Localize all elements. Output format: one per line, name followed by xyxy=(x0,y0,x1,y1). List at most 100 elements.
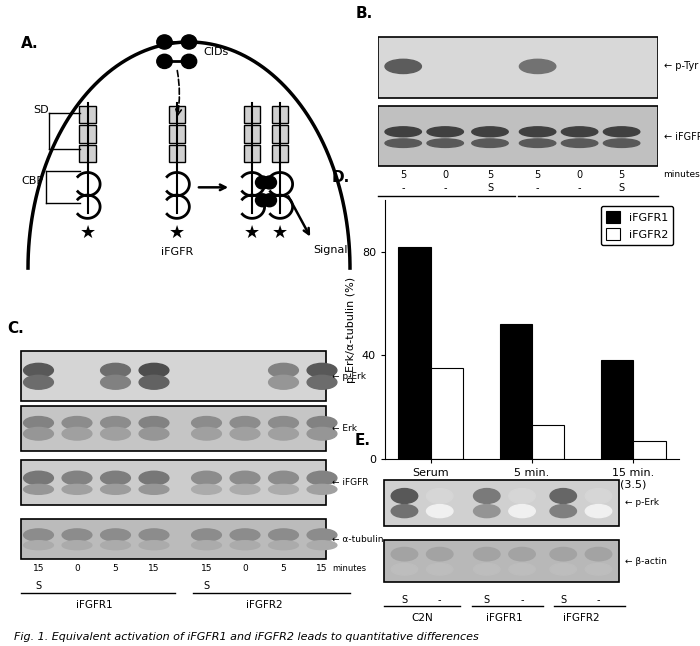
Ellipse shape xyxy=(192,484,221,494)
Bar xyxy=(378,106,658,166)
Circle shape xyxy=(262,176,276,189)
Ellipse shape xyxy=(550,547,577,561)
Ellipse shape xyxy=(24,375,53,390)
Text: ← β-actin: ← β-actin xyxy=(625,557,667,566)
Ellipse shape xyxy=(139,428,169,440)
Bar xyxy=(384,480,619,526)
Ellipse shape xyxy=(561,139,598,147)
Text: 5: 5 xyxy=(281,564,286,573)
Text: S: S xyxy=(36,581,41,591)
Ellipse shape xyxy=(24,417,53,429)
Ellipse shape xyxy=(139,529,169,541)
Ellipse shape xyxy=(426,505,453,517)
Ellipse shape xyxy=(192,428,221,440)
Text: CBP: CBP xyxy=(21,176,43,186)
Ellipse shape xyxy=(585,563,612,575)
Ellipse shape xyxy=(472,139,508,147)
Bar xyxy=(500,324,532,459)
Ellipse shape xyxy=(307,472,337,484)
Text: S: S xyxy=(560,595,566,605)
Text: 15: 15 xyxy=(201,564,212,573)
Ellipse shape xyxy=(509,505,536,517)
Ellipse shape xyxy=(519,59,556,74)
Ellipse shape xyxy=(550,505,577,517)
Text: ← iFGFR: ← iFGFR xyxy=(332,478,369,487)
Text: Fig. 1. Equivalent activation of iFGFR1 and iFGFR2 leads to quantitative differe: Fig. 1. Equivalent activation of iFGFR1 … xyxy=(14,632,479,642)
FancyBboxPatch shape xyxy=(80,106,95,123)
Ellipse shape xyxy=(269,428,298,440)
Ellipse shape xyxy=(427,127,463,137)
Bar xyxy=(384,540,619,582)
Ellipse shape xyxy=(269,541,298,550)
FancyBboxPatch shape xyxy=(244,125,260,143)
Text: minutes: minutes xyxy=(332,564,367,573)
Ellipse shape xyxy=(24,529,53,541)
Text: 5: 5 xyxy=(487,170,493,180)
Text: ★: ★ xyxy=(169,224,185,242)
Ellipse shape xyxy=(230,472,260,484)
Ellipse shape xyxy=(426,547,453,561)
Ellipse shape xyxy=(269,363,298,377)
Ellipse shape xyxy=(426,488,453,503)
Ellipse shape xyxy=(62,541,92,550)
Ellipse shape xyxy=(139,375,169,390)
Ellipse shape xyxy=(561,127,598,137)
Text: C2N: C2N xyxy=(411,614,433,623)
Ellipse shape xyxy=(24,428,53,440)
Text: -: - xyxy=(596,595,601,605)
Ellipse shape xyxy=(269,484,298,494)
Ellipse shape xyxy=(62,484,92,494)
Text: D.: D. xyxy=(332,170,350,185)
Ellipse shape xyxy=(472,127,508,137)
Ellipse shape xyxy=(585,488,612,503)
Text: iFGFR2: iFGFR2 xyxy=(246,600,283,610)
FancyBboxPatch shape xyxy=(272,125,288,143)
FancyBboxPatch shape xyxy=(169,145,185,162)
Ellipse shape xyxy=(603,127,640,137)
Bar xyxy=(532,425,564,459)
Circle shape xyxy=(256,176,270,189)
Bar xyxy=(21,406,326,451)
Bar xyxy=(430,368,463,459)
Text: ← p-Erk: ← p-Erk xyxy=(332,372,367,380)
Bar xyxy=(634,441,666,459)
FancyBboxPatch shape xyxy=(80,145,95,162)
Legend: iFGFR1, iFGFR2: iFGFR1, iFGFR2 xyxy=(601,206,673,245)
Ellipse shape xyxy=(509,563,536,575)
Bar xyxy=(601,360,634,459)
Ellipse shape xyxy=(585,505,612,517)
Ellipse shape xyxy=(230,541,260,550)
Text: 0: 0 xyxy=(74,564,80,573)
Ellipse shape xyxy=(101,417,130,429)
Ellipse shape xyxy=(269,529,298,541)
Ellipse shape xyxy=(192,541,221,550)
Text: S: S xyxy=(204,581,209,591)
FancyBboxPatch shape xyxy=(169,125,185,143)
Ellipse shape xyxy=(230,428,260,440)
Ellipse shape xyxy=(519,139,556,147)
Text: S: S xyxy=(484,595,490,605)
Text: 0: 0 xyxy=(442,170,448,180)
Ellipse shape xyxy=(24,484,53,494)
Ellipse shape xyxy=(307,363,337,377)
Text: ← p-Tyr: ← p-Tyr xyxy=(664,61,698,72)
Ellipse shape xyxy=(101,375,130,390)
Ellipse shape xyxy=(307,417,337,429)
FancyBboxPatch shape xyxy=(244,145,260,162)
Bar xyxy=(21,460,326,505)
Text: -: - xyxy=(520,595,524,605)
Text: -: - xyxy=(536,183,540,193)
Ellipse shape xyxy=(473,488,500,503)
Text: iFGFR1: iFGFR1 xyxy=(428,203,465,213)
Ellipse shape xyxy=(139,472,169,484)
Text: C.: C. xyxy=(7,320,24,336)
Text: Signal: Signal xyxy=(314,245,348,255)
Circle shape xyxy=(256,194,270,207)
Text: ★: ★ xyxy=(244,224,260,242)
Ellipse shape xyxy=(473,505,500,517)
Ellipse shape xyxy=(269,472,298,484)
Ellipse shape xyxy=(550,488,577,503)
Text: 15: 15 xyxy=(33,564,44,573)
Text: ← p-Erk: ← p-Erk xyxy=(625,499,659,508)
Text: SD: SD xyxy=(34,105,49,115)
